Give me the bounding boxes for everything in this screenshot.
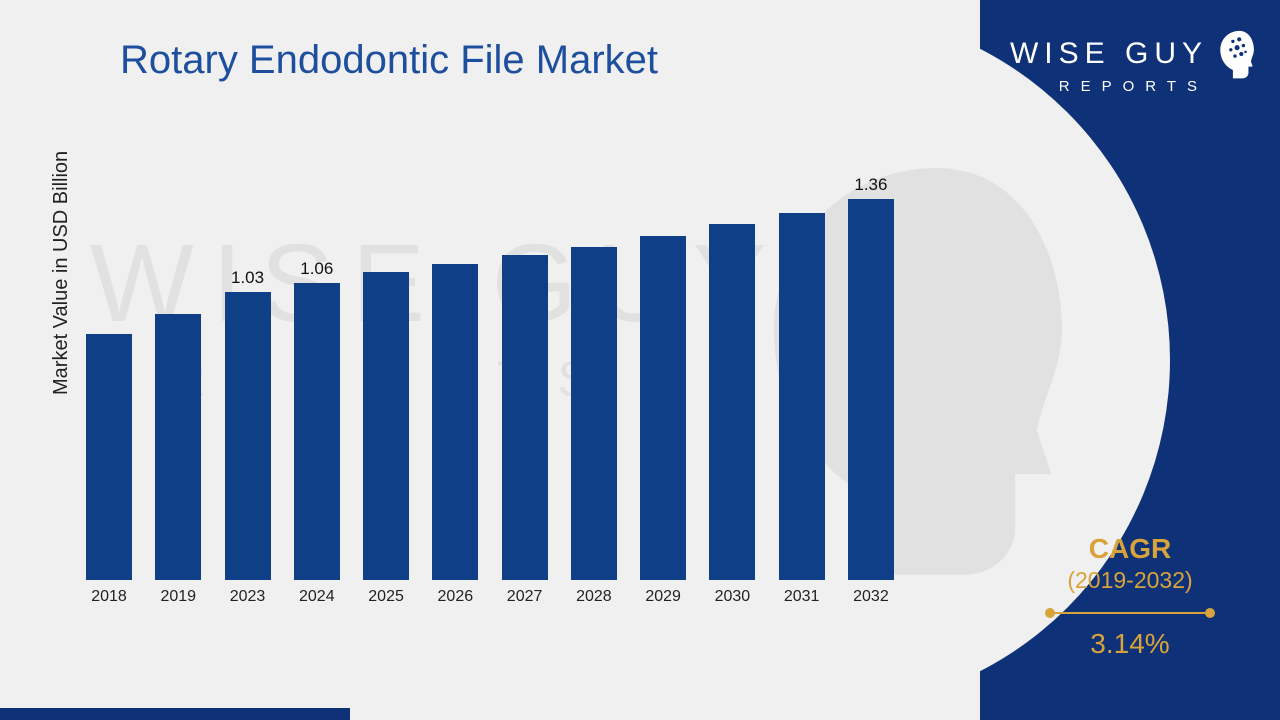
x-axis-tick-label: 2026 <box>426 588 484 606</box>
bar-slot <box>565 223 623 580</box>
bar-rect <box>779 213 825 580</box>
bar-rect <box>502 255 548 580</box>
cagr-divider <box>1050 612 1210 614</box>
cagr-title: CAGR <box>1020 533 1240 565</box>
x-axis-tick-label: 2019 <box>149 588 207 606</box>
bar-slot: 1.06 <box>288 259 346 580</box>
bar-slot <box>703 200 761 580</box>
bar-rect <box>225 292 271 580</box>
logo-head-icon <box>1214 28 1256 80</box>
cagr-period: (2019-2032) <box>1020 567 1240 594</box>
bar-rect <box>155 314 201 580</box>
bar-rect <box>363 272 409 580</box>
x-axis-tick-label: 2031 <box>773 588 831 606</box>
bar-slot <box>634 212 692 580</box>
report-canvas: WISE GUY REPORTS WISE GUY REPORTS Rotary… <box>0 0 1280 720</box>
x-axis-tick-label: 2029 <box>634 588 692 606</box>
bar-slot <box>496 231 554 580</box>
x-axis-tick-label: 2027 <box>496 588 554 606</box>
bar-rect <box>432 264 478 580</box>
x-axis-tick-label: 2032 <box>842 588 900 606</box>
bar-slot <box>426 240 484 580</box>
bar-rect <box>86 334 132 580</box>
bar-value-label: 1.03 <box>231 268 264 288</box>
bar-rect <box>709 224 755 580</box>
bar-rect <box>294 283 340 580</box>
x-axis-tick-label: 2018 <box>80 588 138 606</box>
bar-value-label: 1.06 <box>300 259 333 279</box>
x-axis-labels: 2018 2019 2023 2024 2025 2026 2027 2028 2029 2030… <box>80 588 900 606</box>
bar-slot <box>80 310 138 580</box>
bar-slot <box>773 189 831 580</box>
x-axis-tick-label: 2023 <box>219 588 277 606</box>
x-axis-tick-label: 2025 <box>357 588 415 606</box>
brand-logo: WISE GUY REPORTS <box>1010 28 1256 95</box>
logo-text-line2: REPORTS <box>1010 78 1256 95</box>
x-axis-tick-label: 2028 <box>565 588 623 606</box>
cagr-block: CAGR (2019-2032) 3.14% <box>1020 533 1240 660</box>
bar-value-label: 1.36 <box>854 175 887 195</box>
bar-slot <box>357 248 415 580</box>
logo-text-line1: WISE GUY <box>1010 37 1208 71</box>
bar-rect <box>848 199 894 580</box>
chart-title: Rotary Endodontic File Market <box>120 38 658 83</box>
bar-chart: 1.03 1.06 1.36 <box>80 160 900 580</box>
cagr-value: 3.14% <box>1020 628 1240 660</box>
y-axis-label: Market Value in USD Billion <box>50 151 73 395</box>
x-axis-tick-label: 2024 <box>288 588 346 606</box>
footer-accent-bar <box>0 708 350 720</box>
bar-rect <box>571 247 617 580</box>
bar-slot <box>149 290 207 580</box>
x-axis-tick-label: 2030 <box>703 588 761 606</box>
bar-rect <box>640 236 686 580</box>
bar-slot: 1.36 <box>842 175 900 580</box>
bar-container: 1.03 1.06 1.36 <box>80 160 900 580</box>
bar-slot: 1.03 <box>219 268 277 580</box>
